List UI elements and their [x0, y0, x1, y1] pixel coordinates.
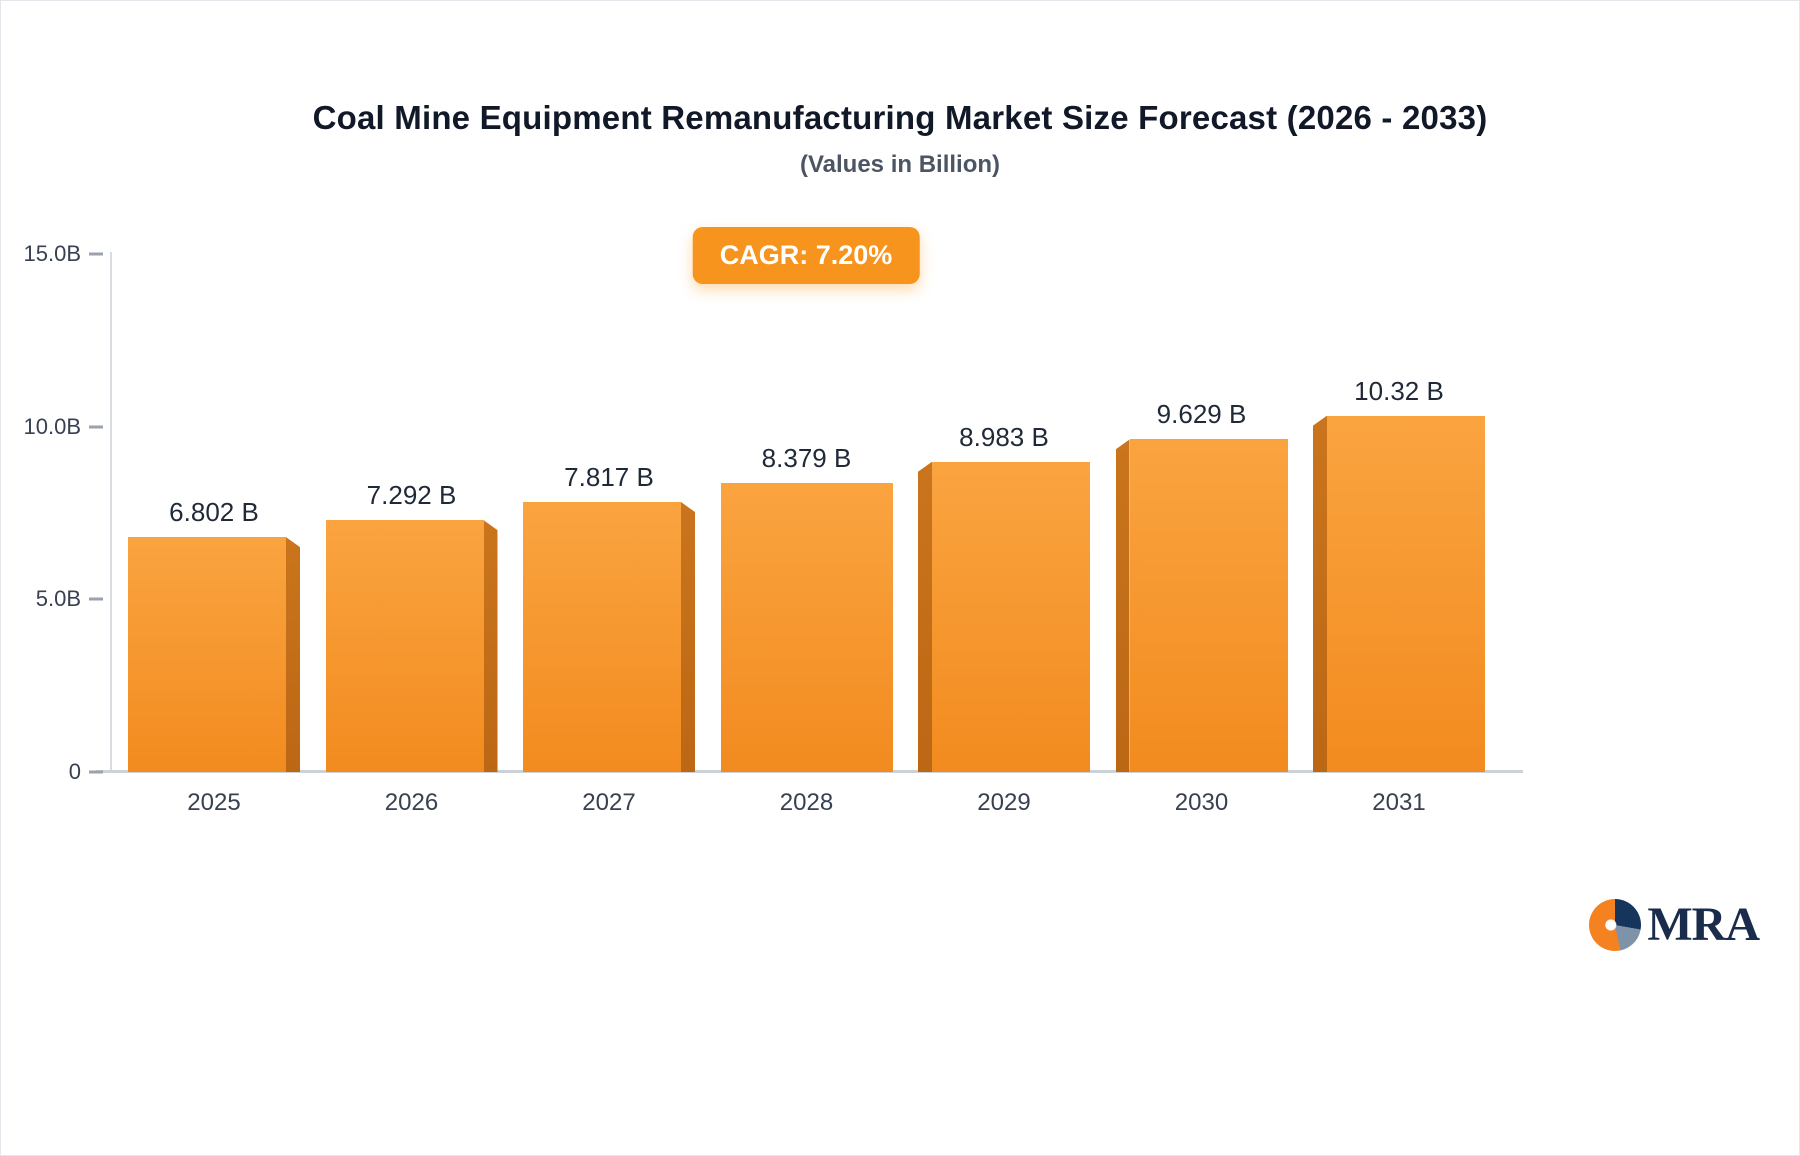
y-axis-tick-mark [89, 770, 103, 774]
x-axis-label: 2031 [1372, 789, 1426, 816]
bar-group-2030 [1115, 439, 1288, 772]
y-axis-tick-label: 15.0B [23, 241, 82, 266]
bar [720, 482, 893, 772]
brand-logo-icon [1589, 899, 1642, 951]
bar-value-label: 8.983 B [959, 421, 1049, 452]
y-axis-tick-label: 0 [68, 759, 81, 784]
bar-3d-side [1313, 415, 1327, 772]
x-axis-label: 2027 [582, 789, 636, 816]
bar [523, 502, 681, 772]
bar [325, 520, 484, 772]
bar-3d-side [483, 520, 498, 772]
y-axis-tick-mark [89, 597, 103, 601]
bar-3d-side [286, 537, 300, 772]
bar-value-label: 6.802 B [169, 497, 259, 528]
bar-value-label: 8.379 B [761, 442, 852, 473]
bar-group-2026 [325, 520, 498, 772]
chart-subtitle: (Values in Billion) [799, 151, 1001, 178]
x-axis-label: 2029 [977, 789, 1031, 816]
bar-group-2025 [128, 537, 300, 772]
y-axis-tick-mark [89, 252, 103, 256]
y-axis-tick-label: 5.0B [35, 586, 81, 612]
bar-value-label: 10.32 B [1354, 375, 1444, 406]
bar-value-label: 7.292 B [366, 480, 457, 511]
brand-logo: MRA [1589, 898, 1760, 951]
bar [1129, 439, 1288, 772]
bar-group-2027 [523, 502, 695, 772]
x-axis-label: 2026 [384, 789, 439, 816]
bar [1327, 415, 1485, 772]
y-axis-line [110, 252, 112, 773]
x-axis-label: 2030 [1174, 789, 1229, 816]
bar-3d-side [681, 502, 695, 772]
cagr-badge: CAGR: 7.20% [692, 227, 920, 284]
chart-title: Coal Mine Equipment Remanufacturing Mark… [312, 99, 1488, 136]
bar-group-2029 [918, 461, 1090, 772]
bar-value-label: 7.817 B [564, 462, 654, 493]
y-axis-tick-label: 10.0B [23, 413, 82, 439]
bar [128, 537, 286, 772]
x-axis-label: 2028 [779, 789, 834, 816]
x-axis-label: 2025 [187, 789, 241, 816]
bar-group-2031 [1313, 415, 1485, 772]
bar-value-label: 9.629 B [1156, 399, 1247, 430]
bar-3d-side [1115, 439, 1130, 772]
bar [932, 461, 1090, 772]
brand-logo-text: MRA [1647, 898, 1760, 951]
bar-3d-side [918, 461, 932, 772]
bar-group-2028 [720, 482, 893, 772]
y-axis-tick-mark [89, 425, 103, 429]
